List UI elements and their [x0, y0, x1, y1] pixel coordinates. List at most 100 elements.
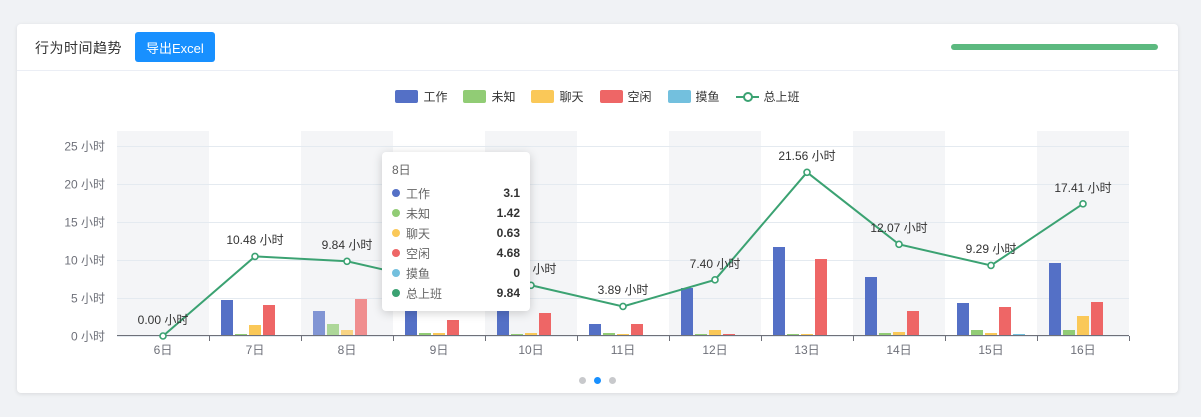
- x-axis-tick-label: 6日: [153, 343, 173, 357]
- tooltip-series-name: 空闲: [406, 246, 431, 261]
- legend-swatch-icon: [667, 90, 691, 103]
- bar-聊天-8日[interactable]: [341, 330, 353, 335]
- x-axis-tick-label: 8日: [337, 343, 357, 357]
- tooltip-series-value: 3.1: [503, 186, 520, 200]
- tooltip-color-dot: [392, 249, 400, 257]
- bar-未知-9日[interactable]: [419, 333, 431, 335]
- legend-swatch-icon: [395, 90, 419, 103]
- legend-item-总上班[interactable]: 总上班: [735, 88, 800, 105]
- x-axis-tick: [393, 336, 394, 341]
- bar-聊天-9日[interactable]: [433, 333, 445, 335]
- bar-空闲-15日[interactable]: [999, 306, 1011, 335]
- tooltip-series-name: 总上班: [406, 286, 443, 301]
- bar-聊天-14日[interactable]: [893, 331, 905, 335]
- legend-item-空闲[interactable]: 空闲: [599, 88, 652, 105]
- bar-工作-13日[interactable]: [773, 246, 785, 335]
- bar-聊天-12日[interactable]: [709, 329, 721, 335]
- bar-空闲-8日[interactable]: [355, 299, 367, 335]
- x-axis-tick: [761, 336, 762, 341]
- bar-空闲-10日[interactable]: [539, 313, 551, 335]
- line-point-label: 12.07 小时: [870, 221, 928, 236]
- bar-摸鱼-15日[interactable]: [1013, 334, 1025, 335]
- legend-item-聊天[interactable]: 聊天: [531, 88, 584, 105]
- x-axis-tick: [485, 336, 486, 341]
- gridline: [117, 298, 1129, 300]
- x-axis-tick-label: 14日: [886, 343, 912, 357]
- x-axis-tick: [945, 336, 946, 341]
- legend-item-工作[interactable]: 工作: [395, 88, 447, 105]
- pagination-dot-2[interactable]: [594, 377, 601, 384]
- x-axis-tick: [301, 336, 302, 341]
- page-title: 行为时间趋势: [35, 40, 122, 56]
- pagination-dot-1[interactable]: [579, 377, 586, 384]
- line-point-label: 17.41 小时: [1054, 180, 1112, 195]
- pagination-dot-3[interactable]: [609, 377, 616, 384]
- bar-空闲-11日[interactable]: [631, 323, 643, 335]
- bar-未知-15日[interactable]: [971, 330, 983, 335]
- x-axis-tick: [577, 336, 578, 341]
- tooltip-color-dot: [392, 189, 400, 197]
- tooltip-row: 未知 1.42: [392, 203, 520, 223]
- bar-未知-16日[interactable]: [1063, 330, 1075, 335]
- line-point-label: 7.40 小时: [689, 256, 741, 271]
- total-work-line: [159, 168, 1087, 340]
- behavior-trend-card: 行为时间趋势 导出Excel 工作 未知 聊天 空闲 摸鱼 总上班 0 小时 5 小时 10 …: [17, 24, 1178, 393]
- tooltip-series-value: 0.63: [496, 226, 520, 240]
- bar-空闲-16日[interactable]: [1091, 301, 1103, 335]
- bar-未知-12日[interactable]: [695, 334, 707, 335]
- tooltip-series-value: 1.42: [496, 206, 520, 220]
- bar-空闲-14日[interactable]: [907, 311, 919, 335]
- trend-chart[interactable]: 工作 未知 聊天 空闲 摸鱼 总上班 0 小时 5 小时 10 小时 15 小时 20 小时 25 …: [17, 71, 1178, 393]
- bar-工作-12日[interactable]: [681, 287, 693, 335]
- x-axis-tick-label: 16日: [1070, 343, 1096, 357]
- line-point-label: 9.84 小时: [321, 238, 373, 253]
- gridline: [117, 336, 1129, 337]
- bar-未知-10日[interactable]: [511, 333, 523, 335]
- tooltip-color-dot: [392, 209, 400, 217]
- legend-item-label: 工作: [423, 90, 448, 104]
- bar-聊天-15日[interactable]: [985, 333, 997, 335]
- x-axis-tick: [1129, 336, 1130, 341]
- plot-area[interactable]: 0 小时 5 小时 10 小时 15 小时 20 小时 25 小时 6日 7日 8日 9日 10日 1…: [64, 131, 1130, 357]
- y-axis-tick-label: 10 小时: [64, 253, 105, 268]
- legend-line-icon: [735, 90, 759, 103]
- bar-聊天-11日[interactable]: [617, 333, 629, 335]
- legend-item-label: 未知: [491, 90, 516, 104]
- plot-band: [301, 131, 393, 336]
- bar-未知-14日[interactable]: [879, 332, 891, 335]
- bar-空闲-13日[interactable]: [815, 259, 827, 335]
- line-point-label: 3.89 小时: [597, 283, 649, 298]
- bar-工作-15日[interactable]: [957, 303, 969, 335]
- bar-聊天-16日[interactable]: [1077, 316, 1089, 335]
- legend-item-label: 总上班: [763, 90, 800, 104]
- bar-未知-7日[interactable]: [235, 334, 247, 335]
- export-excel-button[interactable]: 导出Excel: [135, 32, 215, 62]
- bar-工作-7日[interactable]: [221, 299, 233, 335]
- bar-工作-8日[interactable]: [313, 311, 325, 335]
- bar-聊天-13日[interactable]: [801, 334, 813, 335]
- bar-工作-10日[interactable]: [497, 309, 509, 335]
- bar-空闲-7日[interactable]: [263, 304, 275, 335]
- bar-聊天-7日[interactable]: [249, 325, 261, 335]
- pagination-dots[interactable]: [17, 377, 1178, 384]
- line-point-label: 21.56 小时: [778, 149, 836, 164]
- x-axis-line: [117, 335, 1129, 336]
- header-progress-bar: [951, 44, 1158, 50]
- bar-未知-8日[interactable]: [327, 324, 339, 335]
- bar-空闲-12日[interactable]: [723, 334, 735, 335]
- y-axis-tick-label: 20 小时: [64, 177, 105, 192]
- tooltip-row: 工作 3.1: [392, 183, 520, 203]
- bar-聊天-10日[interactable]: [525, 333, 537, 335]
- bar-空闲-9日[interactable]: [447, 319, 459, 335]
- chart-legend[interactable]: 工作 未知 聊天 空闲 摸鱼 总上班: [17, 88, 1178, 105]
- y-axis-tick-label: 25 小时: [64, 139, 105, 154]
- bar-未知-13日[interactable]: [787, 334, 799, 335]
- bar-工作-11日[interactable]: [589, 323, 601, 335]
- bar-未知-11日[interactable]: [603, 332, 615, 335]
- tooltip-series-value: 9.84: [496, 286, 520, 300]
- bar-工作-14日[interactable]: [865, 277, 877, 335]
- legend-item-未知[interactable]: 未知: [463, 88, 515, 105]
- plot-background: [117, 131, 1129, 336]
- bar-工作-16日[interactable]: [1049, 262, 1061, 335]
- legend-item-摸鱼[interactable]: 摸鱼: [667, 88, 720, 105]
